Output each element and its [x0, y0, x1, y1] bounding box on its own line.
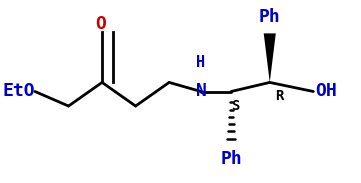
Text: EtO: EtO [3, 83, 35, 100]
Polygon shape [264, 33, 276, 82]
Text: S: S [231, 99, 240, 113]
Text: Ph: Ph [220, 150, 242, 168]
Text: O: O [95, 15, 106, 33]
Text: Ph: Ph [259, 8, 280, 26]
Text: OH: OH [315, 83, 337, 100]
Text: H: H [196, 55, 205, 70]
Text: N: N [196, 83, 206, 100]
Text: R: R [275, 89, 283, 103]
